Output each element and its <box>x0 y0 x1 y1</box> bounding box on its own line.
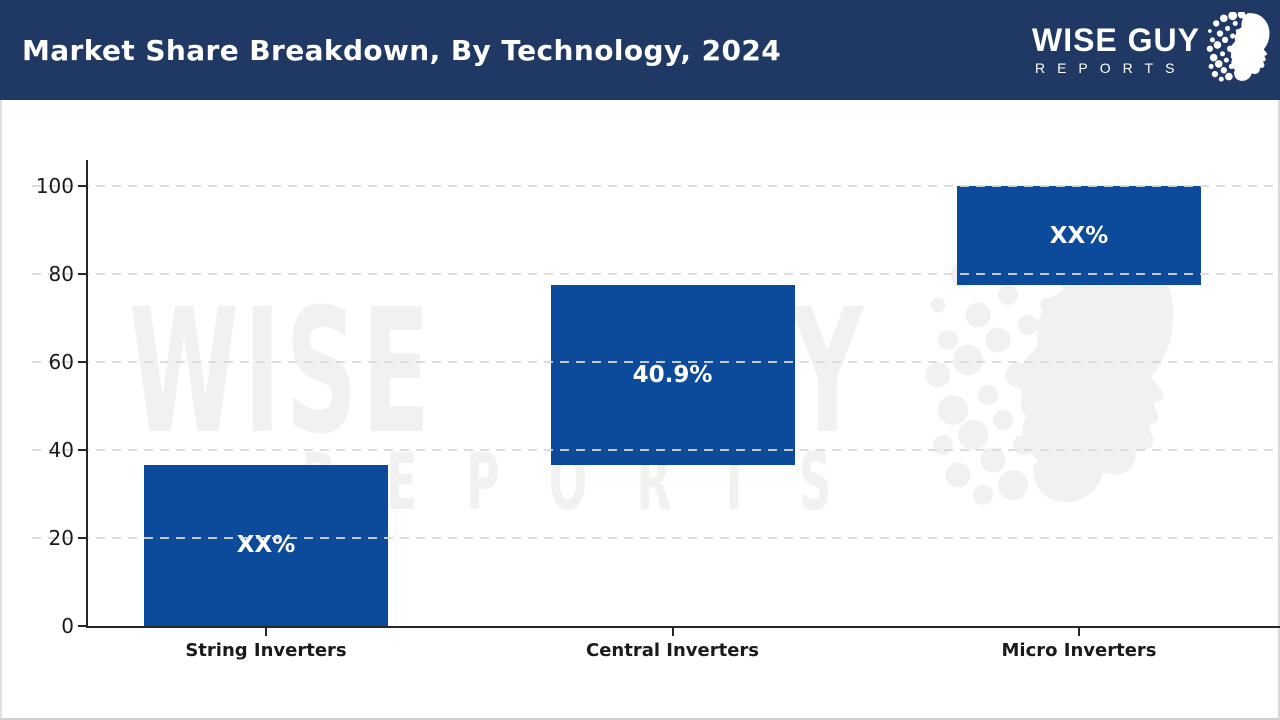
y-tick-label: 20 <box>48 526 74 550</box>
y-tick-label: 40 <box>48 438 74 462</box>
gridline <box>32 449 1278 451</box>
y-tick-mark <box>78 537 86 539</box>
brand-logo-text: WISE GUY REPORTS <box>1032 24 1200 76</box>
dotted-head-profile-icon <box>1206 12 1272 88</box>
chart-title: Market Share Breakdown, By Technology, 2… <box>22 33 782 67</box>
x-category-label: Micro Inverters <box>1001 640 1157 661</box>
y-tick-label: 60 <box>48 350 74 374</box>
x-tick-mark <box>265 628 267 636</box>
gridline <box>32 273 1278 275</box>
y-tick-mark <box>78 185 86 187</box>
y-tick-mark <box>78 361 86 363</box>
x-tick-mark <box>1078 628 1080 636</box>
y-tick-label: 80 <box>48 262 74 286</box>
gridline <box>32 537 1278 539</box>
x-category-label: Central Inverters <box>585 640 760 661</box>
gridline <box>32 361 1278 363</box>
y-axis-line <box>86 160 88 628</box>
y-tick-label: 0 <box>61 614 74 638</box>
gridline <box>32 185 1278 187</box>
y-tick-mark <box>78 449 86 451</box>
bar-segment-1: XX% <box>144 464 388 626</box>
bar-segment-3: XX% <box>957 186 1201 285</box>
y-tick-mark <box>78 625 86 627</box>
brand-subname: REPORTS <box>1034 60 1187 76</box>
chart-plot-area: WISE GUY REPORTS XX% 40.9% XX% 0 20 40 60 80 10… <box>2 100 1280 718</box>
header-bar: Market Share Breakdown, By Technology, 2… <box>0 0 1280 100</box>
brand-name: WISE GUY <box>1031 22 1200 58</box>
bar-value-label: 40.9% <box>632 361 713 388</box>
bar-segment-2: 40.9% <box>550 285 795 465</box>
y-tick-label: 100 <box>35 174 74 198</box>
y-tick-mark <box>78 273 86 275</box>
x-axis-line <box>86 626 1280 628</box>
x-tick-mark <box>671 628 674 636</box>
x-category-label: String Inverters <box>185 640 347 661</box>
bar-value-label: XX% <box>236 532 296 559</box>
bar-value-label: XX% <box>1049 222 1109 249</box>
brand-logo: WISE GUY REPORTS <box>1032 12 1280 88</box>
